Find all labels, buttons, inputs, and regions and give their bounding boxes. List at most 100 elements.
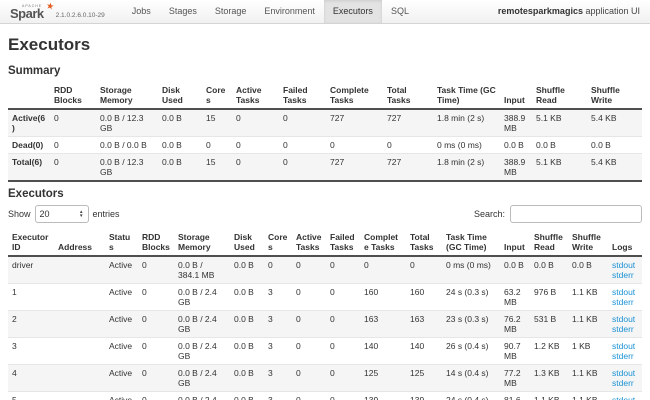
table-cell: 0	[330, 341, 335, 351]
logs-cell: stdout stderr	[608, 256, 642, 284]
stderr-link[interactable]: stderr	[612, 351, 634, 361]
table-cell: 24 s (0.4 s)	[446, 395, 489, 400]
table-cell: 0	[330, 314, 335, 324]
table-cell: 1	[12, 287, 17, 297]
apache-label: APACHE	[22, 3, 43, 8]
table-cell: 0	[410, 260, 415, 270]
table-cell: 5.4 KB	[591, 113, 617, 123]
table-row: 3 Active 0 0.0 B / 2.4 GB 0.0 B 3 0 0 140 140 26 s…	[8, 337, 642, 365]
table-cell: 0	[236, 157, 241, 167]
column-header-disk-used[interactable]: Disk Used	[230, 229, 264, 257]
table-cell: Active	[109, 287, 133, 297]
table-cell: 163	[364, 314, 379, 324]
table-cell: 3	[268, 395, 273, 400]
table-cell: 976 B	[534, 287, 557, 297]
tab-environment[interactable]: Environment	[264, 6, 315, 16]
table-cell: 1.1 KB	[572, 314, 598, 324]
column-header-logs[interactable]: Logs	[608, 229, 642, 257]
search-label: Search:	[473, 209, 505, 219]
table-cell: 15	[206, 157, 216, 167]
table-cell: 0.0 B	[234, 287, 254, 297]
table-cell: 727	[387, 157, 402, 167]
column-header-shuffle-read[interactable]: Shuffle Read	[530, 229, 568, 257]
table-cell: 0	[206, 140, 211, 150]
column-header-total-tasks: Total Tasks	[383, 82, 433, 110]
column-header-storage-memory[interactable]: Storage Memory	[174, 229, 230, 257]
column-header-executor-id[interactable]: Executor ID	[8, 229, 54, 257]
table-row: Total(6) 0 0.0 B / 12.3 GB 0.0 B 15 0 0 727 727 1…	[8, 153, 642, 181]
tab-sql[interactable]: SQL	[390, 6, 409, 16]
column-header-complete-tasks: Complete Tasks	[326, 82, 383, 110]
table-cell: 0	[330, 395, 335, 400]
column-header-failed-tasks: Failed Tasks	[279, 82, 326, 110]
table-cell: 3	[268, 341, 273, 351]
column-header-rdd-blocks[interactable]: RDD Blocks	[138, 229, 174, 257]
column-header-total-tasks[interactable]: Total Tasks	[406, 229, 442, 257]
table-cell: 0	[364, 260, 369, 270]
column-header-shuffle-write[interactable]: Shuffle Write	[568, 229, 608, 257]
table-cell: 1.1 KB	[572, 368, 598, 378]
column-header-complete-tasks[interactable]: Complete Tasks	[360, 229, 406, 257]
table-cell: 0 ms (0 ms)	[437, 140, 482, 150]
table-cell: 0	[142, 341, 147, 351]
table-cell: 0	[296, 395, 301, 400]
table-cell	[54, 338, 105, 365]
application-name: remotesparkmagics	[497, 6, 583, 16]
stdout-link[interactable]: stdout	[612, 314, 636, 324]
column-header-active-tasks[interactable]: Active Tasks	[292, 229, 326, 257]
executors-table: Executor ID Address Status RDD Blocks Storag…	[8, 229, 642, 400]
table-cell: 0	[330, 368, 335, 378]
column-header-rdd-blocks: RDD Blocks	[50, 82, 96, 110]
table-cell: 81.6 MB	[504, 395, 521, 400]
stderr-link[interactable]: stderr	[612, 270, 634, 280]
table-cell: 139	[364, 395, 379, 400]
table-cell: 0.0 B	[162, 157, 182, 167]
nav-tabs: Jobs Stages Storage Environment Executors SQL	[123, 0, 418, 23]
table-cell: 1.8 min (2 s)	[437, 157, 485, 167]
logs-cell: stdout stderr	[608, 311, 642, 338]
tab-executors[interactable]: Executors	[323, 0, 382, 23]
column-header-disk-used: Disk Used	[158, 82, 202, 110]
table-cell	[54, 256, 105, 284]
column-header-shuffle-write: Shuffle Write	[587, 82, 642, 110]
stdout-link[interactable]: stdout	[612, 341, 636, 351]
stdout-link[interactable]: stdout	[612, 287, 636, 297]
tab-jobs[interactable]: Jobs	[131, 6, 151, 16]
column-header-address[interactable]: Address	[54, 229, 105, 257]
row-label: Dead(0)	[12, 140, 44, 150]
search-input[interactable]	[510, 205, 642, 223]
table-cell: 63.2 MB	[504, 287, 521, 307]
spark-logo[interactable]: APACHE Spark ★ 2.1.0.2.6.0.10-29	[0, 0, 111, 23]
stdout-link[interactable]: stdout	[612, 260, 636, 270]
page-length-select[interactable]: 20 ▲ ▼	[34, 205, 89, 223]
table-cell: 0	[142, 395, 147, 400]
table-cell: 15	[206, 113, 216, 123]
column-header-failed-tasks[interactable]: Failed Tasks	[326, 229, 360, 257]
tab-stages[interactable]: Stages	[168, 6, 197, 16]
column-header-active-tasks: Active Tasks	[232, 82, 279, 110]
table-cell: 388.9 MB	[504, 157, 526, 177]
column-header-task-time-gc-time-[interactable]: Task Time (GC Time)	[442, 229, 500, 257]
table-cell: 0	[142, 260, 147, 270]
stderr-link[interactable]: stderr	[612, 297, 634, 307]
table-cell: 139	[410, 395, 425, 400]
table-cell: 0	[283, 113, 288, 123]
table-cell: 1.1 KB	[572, 395, 598, 400]
column-header-status[interactable]: Status	[105, 229, 138, 257]
column-header-input[interactable]: Input	[500, 229, 530, 257]
table-cell: 0	[236, 140, 241, 150]
table-cell: 0.0 B	[504, 260, 524, 270]
table-cell: 163	[410, 314, 425, 324]
stderr-link[interactable]: stderr	[612, 378, 634, 388]
table-cell: 0.0 B / 2.4 GB	[178, 314, 217, 334]
table-cell: 0.0 B	[234, 341, 254, 351]
stdout-link[interactable]: stdout	[612, 368, 636, 378]
table-cell: 0.0 B	[504, 140, 524, 150]
column-header-cores[interactable]: Cores	[264, 229, 292, 257]
stdout-link[interactable]: stdout	[612, 395, 636, 400]
stderr-link[interactable]: stderr	[612, 324, 634, 334]
table-cell: 0	[54, 113, 59, 123]
table-cell: 5.4 KB	[591, 157, 617, 167]
table-cell: 727	[387, 113, 402, 123]
tab-storage[interactable]: Storage	[214, 6, 247, 16]
